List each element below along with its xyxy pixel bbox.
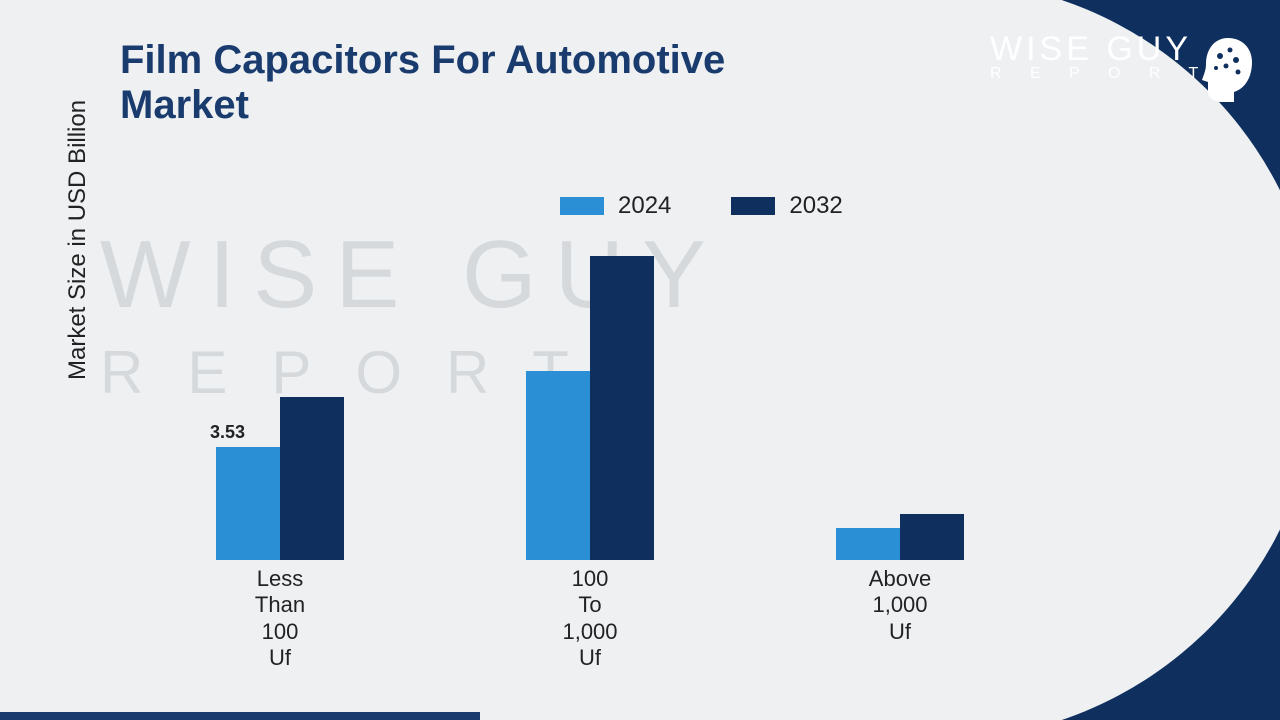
legend-swatch-2032 bbox=[731, 197, 775, 215]
legend-label-2032: 2032 bbox=[789, 192, 842, 220]
bar bbox=[526, 371, 590, 560]
bottom-accent-bar bbox=[0, 712, 480, 720]
legend-item-2024: 2024 bbox=[560, 192, 671, 220]
legend: 2024 2032 bbox=[560, 192, 843, 220]
category-label: LessThan100Uf bbox=[170, 560, 390, 672]
bar bbox=[216, 447, 280, 560]
bar-value-label: 3.53 bbox=[210, 422, 245, 443]
legend-swatch-2024 bbox=[560, 197, 604, 215]
brand-logo: WISE GUY R E P O R T S bbox=[990, 30, 1250, 110]
page-title: Film Capacitors For Automotive Market bbox=[120, 38, 860, 128]
stage: WISE GUY R E P O R T S WISE GUY REPORTS … bbox=[0, 0, 1280, 720]
brain-head-icon bbox=[1200, 36, 1256, 104]
legend-label-2024: 2024 bbox=[618, 192, 671, 220]
bar bbox=[900, 514, 964, 560]
y-axis-label: Market Size in USD Billion bbox=[64, 100, 92, 380]
bar bbox=[836, 528, 900, 560]
category-label: Above1,000Uf bbox=[790, 560, 1010, 645]
bar bbox=[590, 256, 654, 560]
bar bbox=[280, 397, 344, 560]
legend-item-2032: 2032 bbox=[731, 192, 842, 220]
category-label: 100To1,000Uf bbox=[480, 560, 700, 672]
chart-plot: 3.53LessThan100Uf100To1,000UfAbove1,000U… bbox=[110, 240, 950, 560]
